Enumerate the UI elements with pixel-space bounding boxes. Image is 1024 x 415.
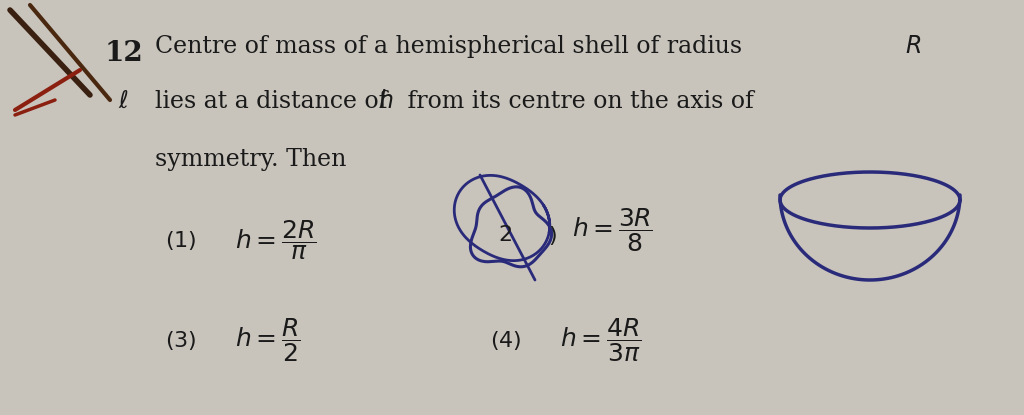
Text: $h = \dfrac{4R}{3\pi}$: $h = \dfrac{4R}{3\pi}$ [560, 316, 642, 364]
Text: $h = \dfrac{R}{2}$: $h = \dfrac{R}{2}$ [234, 316, 301, 364]
Text: $2$: $2$ [498, 224, 512, 246]
Text: symmetry. Then: symmetry. Then [155, 148, 346, 171]
Text: $)$: $)$ [548, 224, 557, 247]
Text: $(1)$: $(1)$ [165, 229, 197, 251]
Text: $(4)$: $(4)$ [490, 329, 521, 352]
Text: lies at a distance of: lies at a distance of [155, 90, 395, 113]
Text: $\ell$: $\ell$ [118, 90, 129, 113]
Text: $h = \dfrac{2R}{\pi}$: $h = \dfrac{2R}{\pi}$ [234, 218, 316, 262]
Text: $h = \dfrac{3R}{8}$: $h = \dfrac{3R}{8}$ [572, 206, 653, 254]
Text: 12: 12 [105, 40, 143, 67]
Text: Centre of mass of a hemispherical shell of radius: Centre of mass of a hemispherical shell … [155, 35, 750, 58]
Text: from its centre on the axis of: from its centre on the axis of [400, 90, 754, 113]
Text: $(3)$: $(3)$ [165, 329, 197, 352]
Text: $R$: $R$ [905, 35, 922, 58]
Text: $h$: $h$ [378, 90, 393, 113]
